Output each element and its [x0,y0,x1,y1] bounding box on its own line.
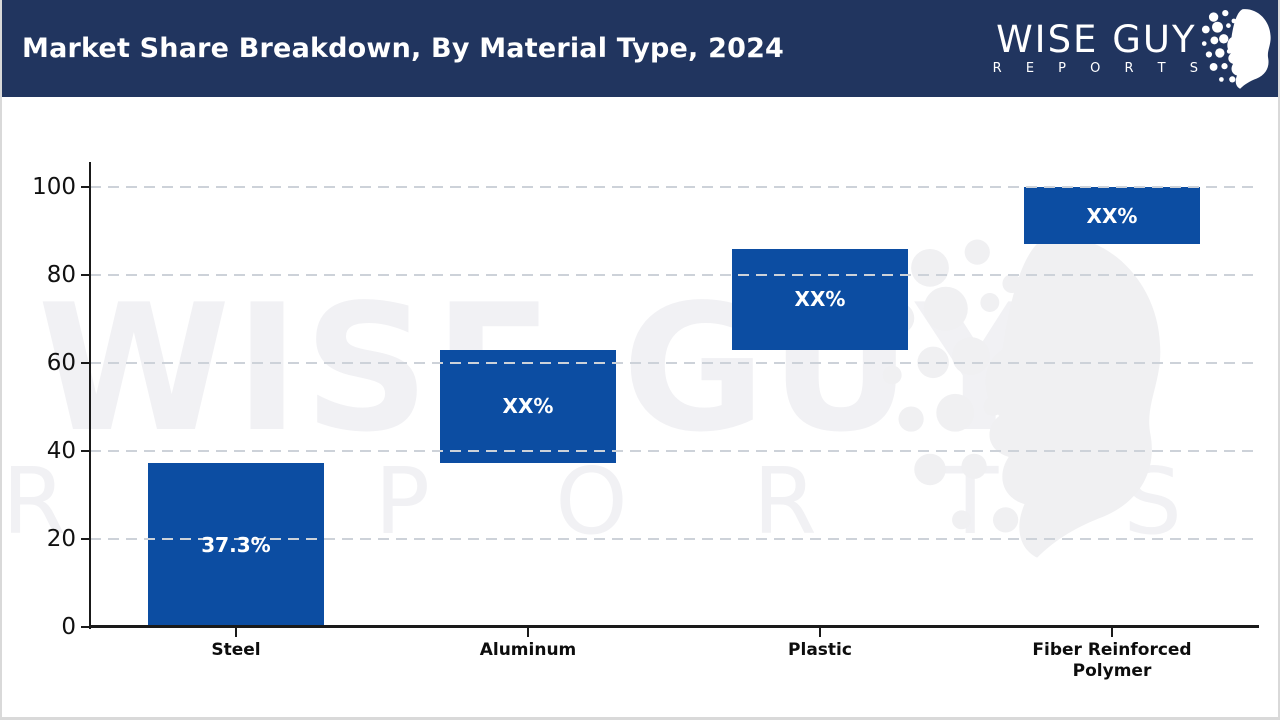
brand-face-icon [1201,9,1271,89]
brand-name: WISE GUY [996,17,1197,61]
x-tick-plastic [819,628,821,637]
x-axis-label-plastic: Plastic [788,640,852,660]
chart-title: Market Share Breakdown, By Material Type… [22,33,785,64]
header: Market Share Breakdown, By Material Type… [2,0,1278,97]
brand-logo-text: WISE GUY R E P O R T S [985,17,1208,77]
y-tick-60 [81,362,90,364]
x-axis-line [89,625,1259,628]
brand-subname: R E P O R T S [992,61,1208,77]
y-axis-label-20: 20 [46,526,76,552]
gridline-40 [90,450,1258,452]
x-tick-aluminum [527,628,529,637]
y-tick-100 [81,186,90,188]
y-tick-20 [81,538,90,540]
gridline-100 [90,186,1258,188]
brand-logo: WISE GUY R E P O R T S [985,0,1271,97]
y-axis-label-60: 60 [46,350,76,376]
x-tick-fiber-reinforced-polymer [1111,628,1113,637]
y-axis-label-0: 0 [61,614,76,640]
y-tick-40 [81,450,90,452]
gridline-60 [90,362,1258,364]
y-tick-80 [81,274,90,276]
x-tick-steel [235,628,237,637]
x-axis-label-fiber-reinforced-polymer: Fiber Reinforced Polymer [1032,640,1192,681]
bar-steel [148,462,324,627]
x-axis-label-steel: Steel [211,640,261,660]
bar-value-label-steel: 37.3% [201,532,271,557]
y-tick-0 [81,626,90,628]
y-axis-line [89,162,91,629]
gridline-20 [90,538,1258,540]
bar-value-label-aluminum: XX% [502,394,554,419]
bar-value-label-fiber-reinforced-polymer: XX% [1086,203,1138,228]
bar-fiber-reinforced-polymer [1024,187,1200,245]
y-axis-label-80: 80 [46,262,76,288]
bar-value-label-plastic: XX% [794,287,846,312]
y-axis-label-100: 100 [32,174,76,200]
y-axis-label-40: 40 [46,438,76,464]
gridline-80 [90,274,1258,276]
x-axis-label-aluminum: Aluminum [479,640,577,660]
bar-aluminum [440,349,616,463]
bar-plastic [732,248,908,350]
